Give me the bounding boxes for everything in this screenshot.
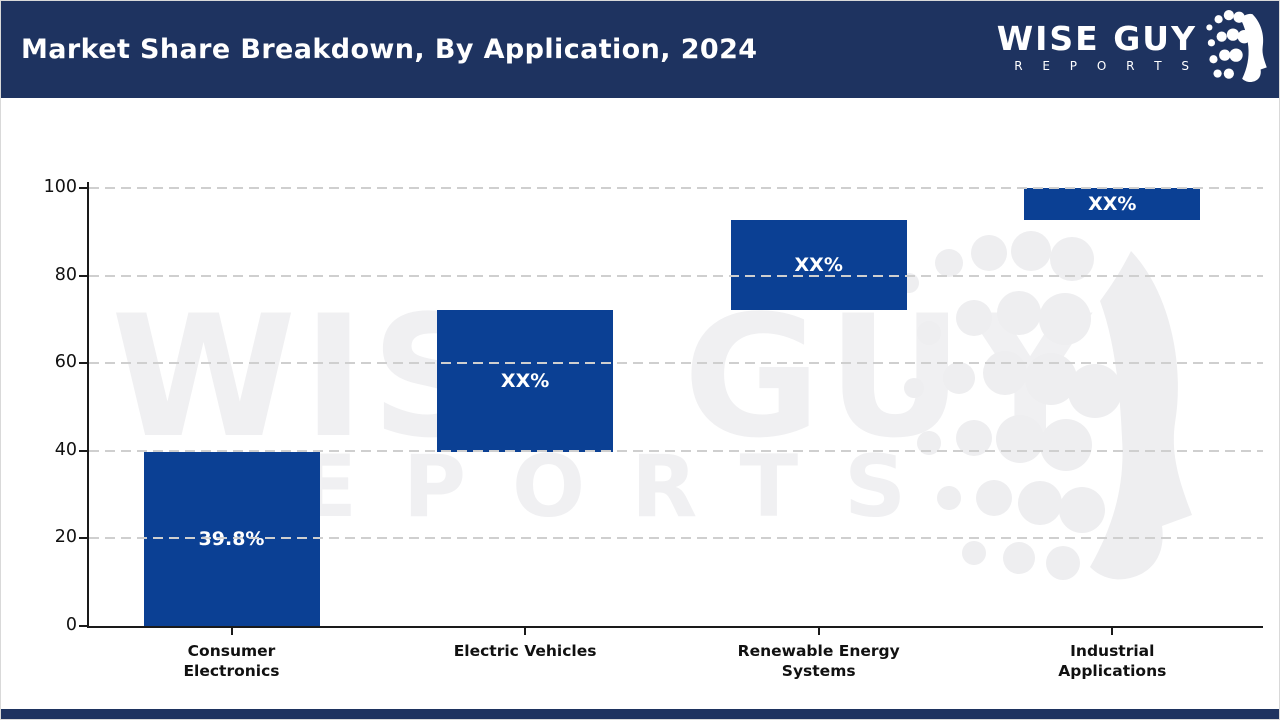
x-axis-line xyxy=(87,626,1263,628)
bar-value-label: XX% xyxy=(1088,192,1137,215)
gridline-100 xyxy=(89,187,1263,189)
y-axis-tick-label: 100 xyxy=(43,177,77,197)
bar-value-label: XX% xyxy=(500,369,550,392)
gridline-20 xyxy=(89,537,1263,540)
x-axis-category-label: Industrial Applications xyxy=(1058,642,1167,680)
x-axis-tick-mark xyxy=(817,628,820,635)
x-axis-category-label: Consumer Electronics xyxy=(183,642,280,680)
x-axis-tick-mark xyxy=(524,628,527,635)
y-axis-tick-mark xyxy=(79,274,88,277)
y-axis-tick-label: 0 xyxy=(65,615,77,635)
bar-segment-4: XX% xyxy=(1024,188,1201,220)
footer-bar xyxy=(1,709,1279,719)
x-axis-tick-mark xyxy=(230,628,233,635)
y-axis-tick-mark xyxy=(79,187,88,189)
x-axis-tick-mark xyxy=(1111,628,1114,635)
wise-guy-reports-logo: WISE GUY R E P O R T S xyxy=(997,7,1269,93)
gridline-80 xyxy=(89,274,1263,277)
y-axis-line xyxy=(87,182,89,628)
y-axis-tick-mark xyxy=(79,625,88,627)
dotted-head-icon xyxy=(1206,10,1267,83)
logo-text: WISE GUY R E P O R T S xyxy=(996,19,1197,74)
y-axis-tick-label: 80 xyxy=(54,264,77,285)
y-axis-tick-label: 20 xyxy=(54,527,77,548)
chart-plot-area: 0 20 40 60 80 100 39.8% Consumer Electronics XX%… xyxy=(1,98,1279,711)
y-axis-tick-mark xyxy=(79,362,88,365)
bar-segment-2: XX% xyxy=(437,310,614,452)
gridline-60 xyxy=(89,362,1263,365)
logo-subtitle: R E P O R T S xyxy=(1014,59,1197,73)
y-axis-tick-label: 60 xyxy=(54,352,77,373)
bar-value-label: XX% xyxy=(794,254,843,277)
bar-segment-3: XX% xyxy=(730,219,907,311)
y-axis-tick-mark xyxy=(79,537,88,540)
x-axis-category-label: Renewable Energy Systems xyxy=(737,642,900,680)
gridline-40 xyxy=(89,449,1263,452)
y-axis-tick-mark xyxy=(79,449,88,452)
y-axis-tick-label: 40 xyxy=(54,439,77,460)
x-axis-category-label: Electric Vehicles xyxy=(453,642,597,660)
logo-wordmark: WISE GUY xyxy=(996,19,1197,58)
header-bar: Market Share Breakdown, By Application, … xyxy=(1,1,1279,98)
page-title: Market Share Breakdown, By Application, … xyxy=(21,34,758,65)
